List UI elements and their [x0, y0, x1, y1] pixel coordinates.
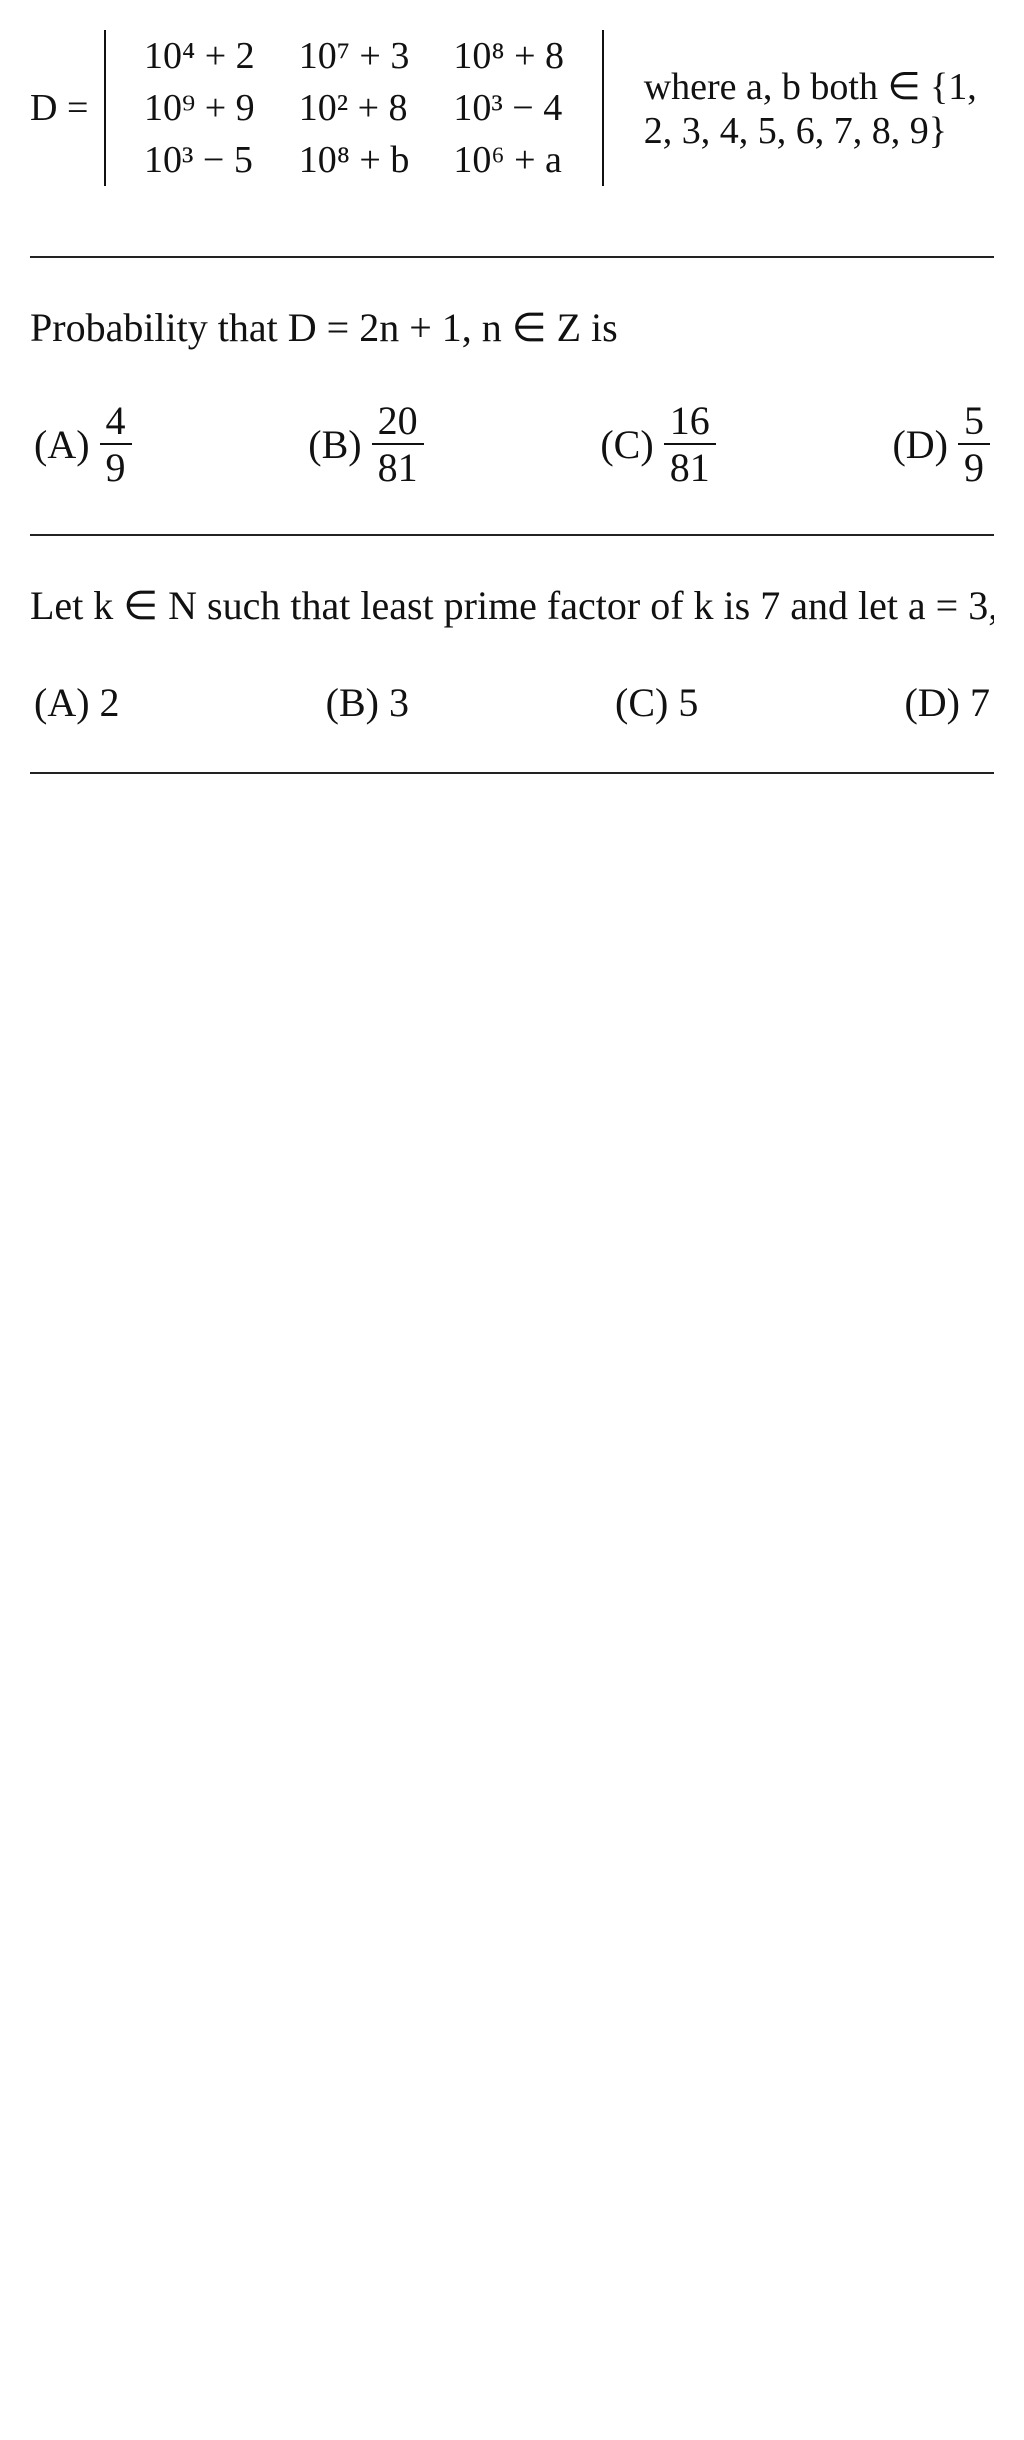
q2-text: Let k ∈ N such that least prime factor o…	[30, 582, 994, 629]
det-bar-right	[602, 30, 604, 186]
fraction-den: 9	[100, 443, 132, 488]
det-cell: 10⁸ + 8	[431, 30, 586, 82]
separator	[30, 256, 994, 258]
det-cell: 10⁹ + 9	[122, 82, 277, 134]
separator	[30, 534, 994, 536]
option-label: (B)	[308, 421, 361, 468]
fraction: 20 81	[372, 401, 424, 488]
fraction-den: 81	[372, 443, 424, 488]
fraction: 5 9	[958, 401, 990, 488]
option-value: 7	[970, 679, 990, 726]
separator	[30, 772, 994, 774]
q1-option-a: (A) 4 9	[34, 401, 132, 488]
det-cell: 10⁸ + b	[277, 134, 432, 186]
det-cell: 10³ − 4	[431, 82, 586, 134]
option-label: (C)	[600, 421, 653, 468]
det-row: 10⁴ + 2 10⁷ + 3 10⁸ + 8	[122, 30, 586, 82]
q2-option-c: (C) 5	[615, 679, 698, 726]
det-cell: 10⁷ + 3	[277, 30, 432, 82]
q1-text: Probability that D = 2n + 1, n ∈ Z is	[30, 304, 994, 351]
option-value: 3	[389, 679, 409, 726]
fraction-num: 16	[664, 401, 716, 443]
option-label: (D)	[892, 421, 948, 468]
q1-option-d: (D) 5 9	[892, 401, 990, 488]
option-label: (B)	[326, 679, 379, 726]
q1-option-c: (C) 16 81	[600, 401, 715, 488]
option-value: 5	[678, 679, 698, 726]
det-cell: 10⁴ + 2	[122, 30, 277, 82]
q2-option-a: (A) 2	[34, 679, 120, 726]
determinant-where: where a, b both ∈ {1, 2, 3, 4, 5, 6, 7, …	[644, 64, 994, 153]
option-label: (D)	[904, 679, 960, 726]
page: D = 10⁴ + 2 10⁷ + 3 10⁸ + 8 10⁹ + 9 10² …	[0, 0, 1024, 850]
q2-options: (A) 2 (B) 3 (C) 5 (D) 7	[30, 679, 994, 726]
q2-option-b: (B) 3	[326, 679, 409, 726]
fraction-den: 81	[664, 443, 716, 488]
determinant-expression: D = 10⁴ + 2 10⁷ + 3 10⁸ + 8 10⁹ + 9 10² …	[30, 30, 994, 186]
option-label: (A)	[34, 679, 90, 726]
determinant-matrix: 10⁴ + 2 10⁷ + 3 10⁸ + 8 10⁹ + 9 10² + 8 …	[122, 30, 586, 186]
fraction-num: 4	[100, 401, 132, 443]
det-row: 10⁹ + 9 10² + 8 10³ − 4	[122, 82, 586, 134]
option-label: (C)	[615, 679, 668, 726]
det-bar-left	[104, 30, 106, 186]
q1-option-b: (B) 20 81	[308, 401, 423, 488]
fraction-den: 9	[958, 443, 990, 488]
fraction-num: 20	[372, 401, 424, 443]
fraction: 4 9	[100, 401, 132, 488]
option-label: (A)	[34, 421, 90, 468]
fraction: 16 81	[664, 401, 716, 488]
q1-options: (A) 4 9 (B) 20 81 (C) 16 81 (D) 5 9	[30, 401, 994, 488]
determinant-label: D =	[30, 86, 88, 130]
option-value: 2	[100, 679, 120, 726]
det-cell: 10² + 8	[277, 82, 432, 134]
det-cell: 10⁶ + a	[431, 134, 586, 186]
det-cell: 10³ − 5	[122, 134, 277, 186]
det-row: 10³ − 5 10⁸ + b 10⁶ + a	[122, 134, 586, 186]
q2-option-d: (D) 7	[904, 679, 990, 726]
fraction-num: 5	[958, 401, 990, 443]
